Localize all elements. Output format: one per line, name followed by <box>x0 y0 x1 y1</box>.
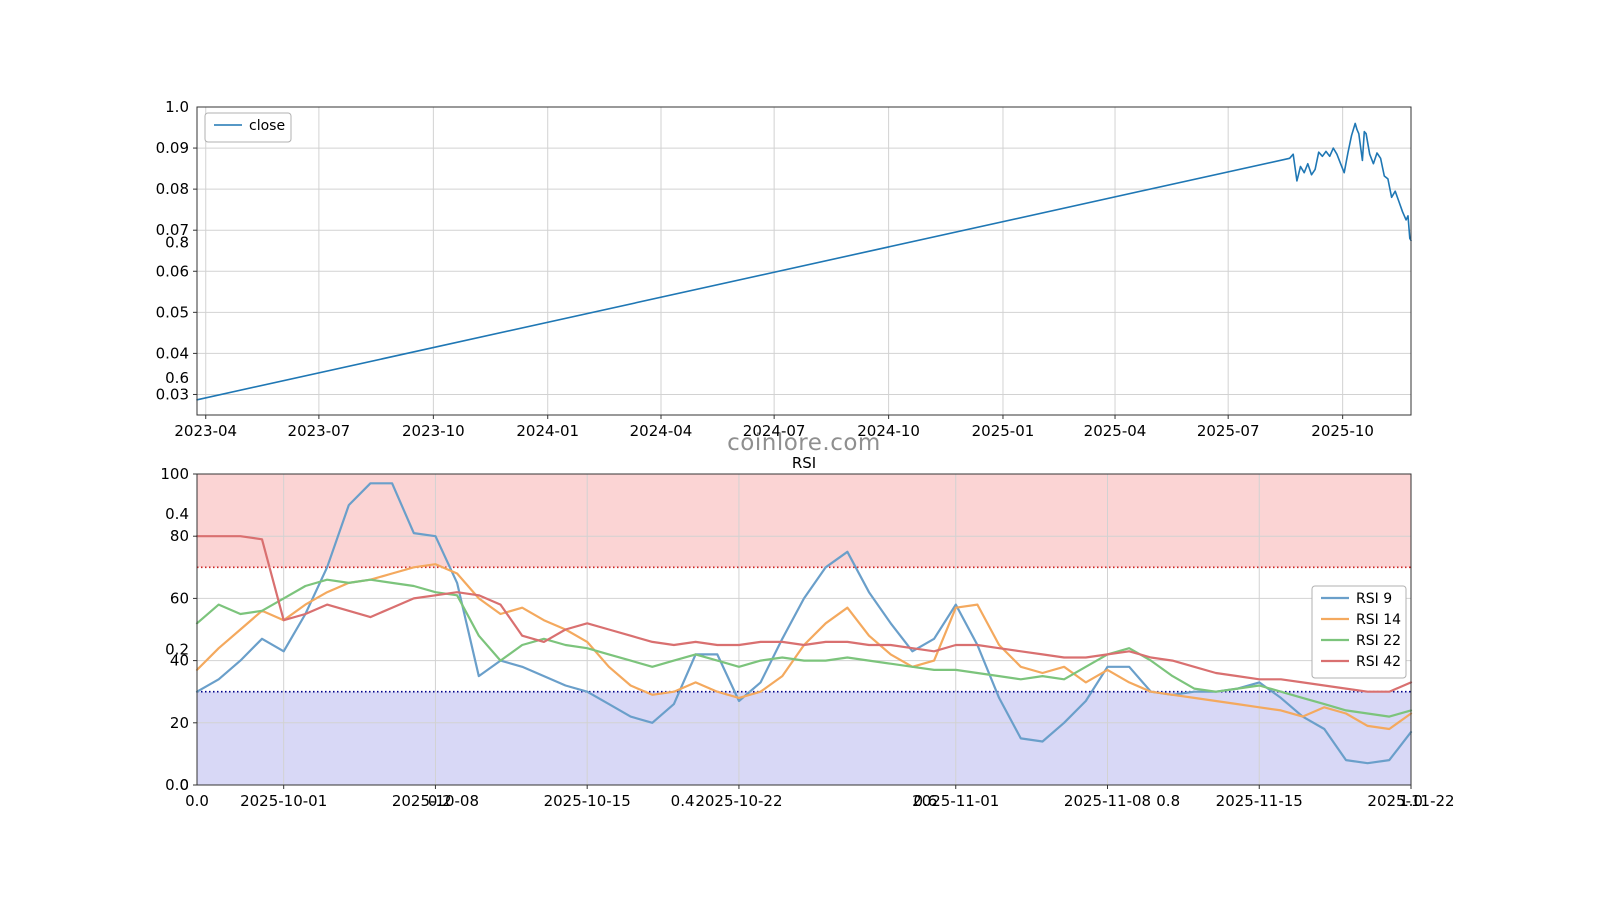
tick-label: RSI 42 <box>1356 654 1401 670</box>
tick-label: 100 <box>160 465 189 483</box>
tick-label: 0.8 <box>1156 792 1180 810</box>
tick-label: 0.4 <box>671 792 695 810</box>
watermark: coinlore.com <box>727 430 881 456</box>
series-line-close <box>196 122 1412 401</box>
tick-label: 80 <box>170 527 189 545</box>
axes-border <box>196 106 1412 416</box>
tick-label: 60 <box>170 589 189 607</box>
tick-label: 0.2 <box>165 640 189 658</box>
tick-label: 0.07 <box>156 221 189 239</box>
tick-label: 0.06 <box>156 262 189 280</box>
tick-label: 20 <box>170 714 189 732</box>
tick-label: 0.04 <box>156 344 189 362</box>
tick-label: 1.0 <box>165 98 189 116</box>
tick-label: 0.0 <box>185 792 209 810</box>
tick-label: 2024-07 <box>743 422 806 440</box>
tick-label: 0.09 <box>156 139 189 157</box>
threshold-band <box>197 691 1411 785</box>
legend-box <box>1311 585 1407 679</box>
tick-label: 2025-10 <box>1311 422 1374 440</box>
tick-label: 2023-04 <box>174 422 237 440</box>
tick-label: RSI 22 <box>1356 633 1401 649</box>
series-line-rsi-42 <box>195 535 1413 693</box>
tick-label: 0.0 <box>165 776 189 794</box>
tick-label: 40 <box>170 652 189 670</box>
tick-label: 2025-10-08 <box>392 792 479 810</box>
tick-label: 0.03 <box>156 385 189 403</box>
tick-label: 1.0 <box>1399 792 1423 810</box>
tick-label: 0.8 <box>165 234 189 252</box>
axes-border <box>196 473 1412 786</box>
tick-label: 2025-04 <box>1084 422 1147 440</box>
tick-label: RSI 14 <box>1356 612 1401 628</box>
rsi-chart-title: RSI <box>791 454 817 472</box>
tick-label: 2025-10-01 <box>240 792 327 810</box>
tick-label: 2023-10 <box>402 422 465 440</box>
tick-label: 0.08 <box>156 180 189 198</box>
tick-label: RSI 9 <box>1356 591 1392 607</box>
tick-label: 2025-11-08 <box>1064 792 1151 810</box>
threshold-band <box>197 474 1411 568</box>
tick-label: 2025-11-22 <box>1367 792 1454 810</box>
tick-label: 2025-10-15 <box>544 792 631 810</box>
tick-label: 2024-10 <box>857 422 920 440</box>
tick-label: 0 <box>179 776 189 794</box>
tick-label: close <box>249 118 285 134</box>
tick-label: 0.6 <box>165 369 189 387</box>
tick-label: 2024-04 <box>630 422 693 440</box>
tick-label: 2025-11-15 <box>1216 792 1303 810</box>
tick-label: 2025-10-22 <box>695 792 782 810</box>
tick-label: 2023-07 <box>288 422 351 440</box>
legend-box <box>204 112 292 143</box>
tick-label: 0.2 <box>428 792 452 810</box>
tick-label: 0.4 <box>165 505 189 523</box>
series-line-rsi-22 <box>195 578 1413 718</box>
tick-label: 0.05 <box>156 303 189 321</box>
tick-label: 0.6 <box>913 792 937 810</box>
tick-label: 2025-11-01 <box>912 792 999 810</box>
tick-label: 2025-01 <box>972 422 1035 440</box>
tick-label: 2024-01 <box>516 422 579 440</box>
tick-label: 2025-07 <box>1197 422 1260 440</box>
